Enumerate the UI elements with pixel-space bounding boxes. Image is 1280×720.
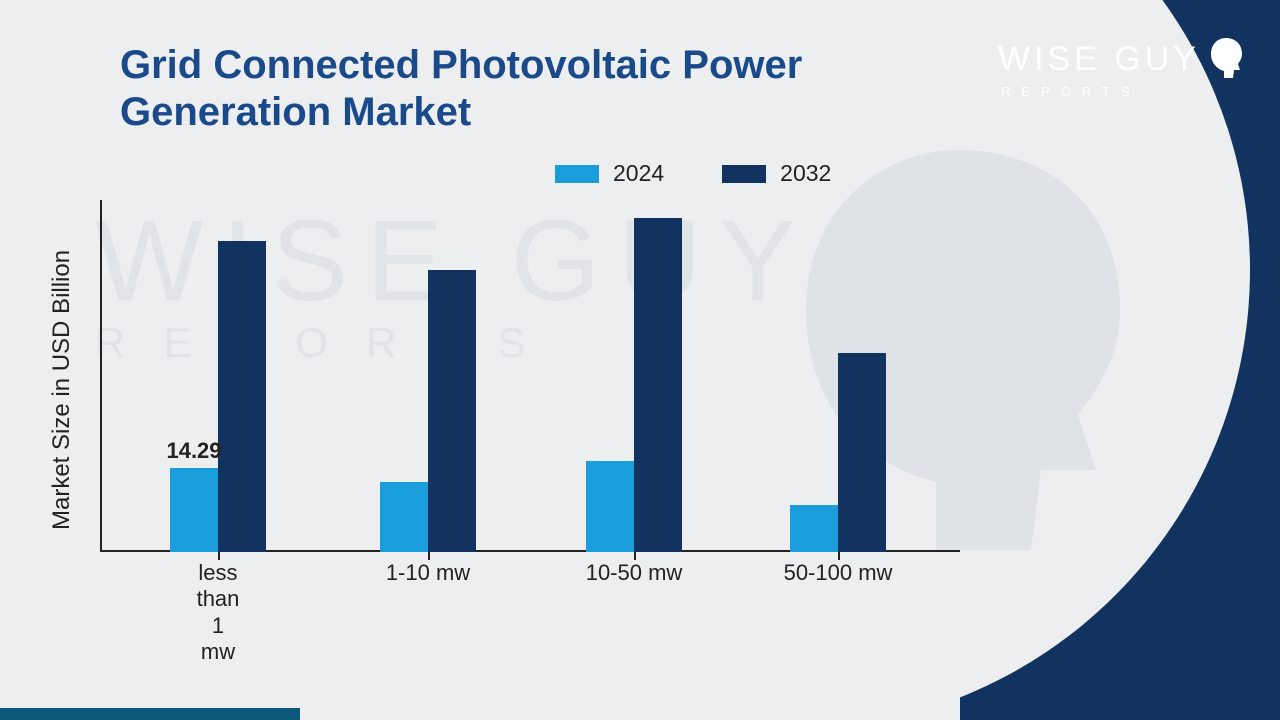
legend-item-2032: 2032 bbox=[722, 160, 831, 187]
y-axis-line bbox=[100, 200, 102, 552]
category-label: lessthan1mw bbox=[158, 560, 278, 666]
x-tick bbox=[634, 552, 636, 560]
legend-label-2024: 2024 bbox=[613, 160, 664, 187]
legend-swatch-2024 bbox=[555, 165, 599, 183]
x-tick bbox=[218, 552, 220, 560]
bar-2024 bbox=[170, 468, 218, 552]
bar-2032 bbox=[218, 241, 266, 552]
chart-stage: Grid Connected Photovoltaic Power Genera… bbox=[0, 0, 1280, 720]
category-label: 50-100 mw bbox=[778, 560, 898, 586]
bar-2024 bbox=[586, 461, 634, 552]
bottom-accent-bar bbox=[0, 708, 300, 720]
y-axis-label: Market Size in USD Billion bbox=[48, 250, 76, 530]
bar-2032 bbox=[634, 218, 682, 552]
category-label: 10-50 mw bbox=[574, 560, 694, 586]
bar-2032 bbox=[428, 270, 476, 552]
legend-label-2032: 2032 bbox=[780, 160, 831, 187]
brand-head-icon bbox=[1204, 36, 1250, 82]
legend-swatch-2032 bbox=[722, 165, 766, 183]
brand-logo: WISE GUY REPORTS bbox=[998, 36, 1250, 99]
chart-title: Grid Connected Photovoltaic Power Genera… bbox=[120, 42, 860, 136]
x-tick bbox=[838, 552, 840, 560]
plot-area: 14.29 bbox=[100, 200, 960, 552]
x-tick bbox=[428, 552, 430, 560]
bar-2024 bbox=[790, 505, 838, 552]
bar-2032 bbox=[838, 353, 886, 552]
value-label: 14.29 bbox=[146, 438, 242, 464]
bar-2024 bbox=[380, 482, 428, 552]
legend: 2024 2032 bbox=[555, 160, 831, 187]
category-label: 1-10 mw bbox=[368, 560, 488, 586]
brand-sub: REPORTS bbox=[998, 84, 1250, 99]
brand-name: WISE GUY bbox=[998, 40, 1200, 79]
legend-item-2024: 2024 bbox=[555, 160, 664, 187]
